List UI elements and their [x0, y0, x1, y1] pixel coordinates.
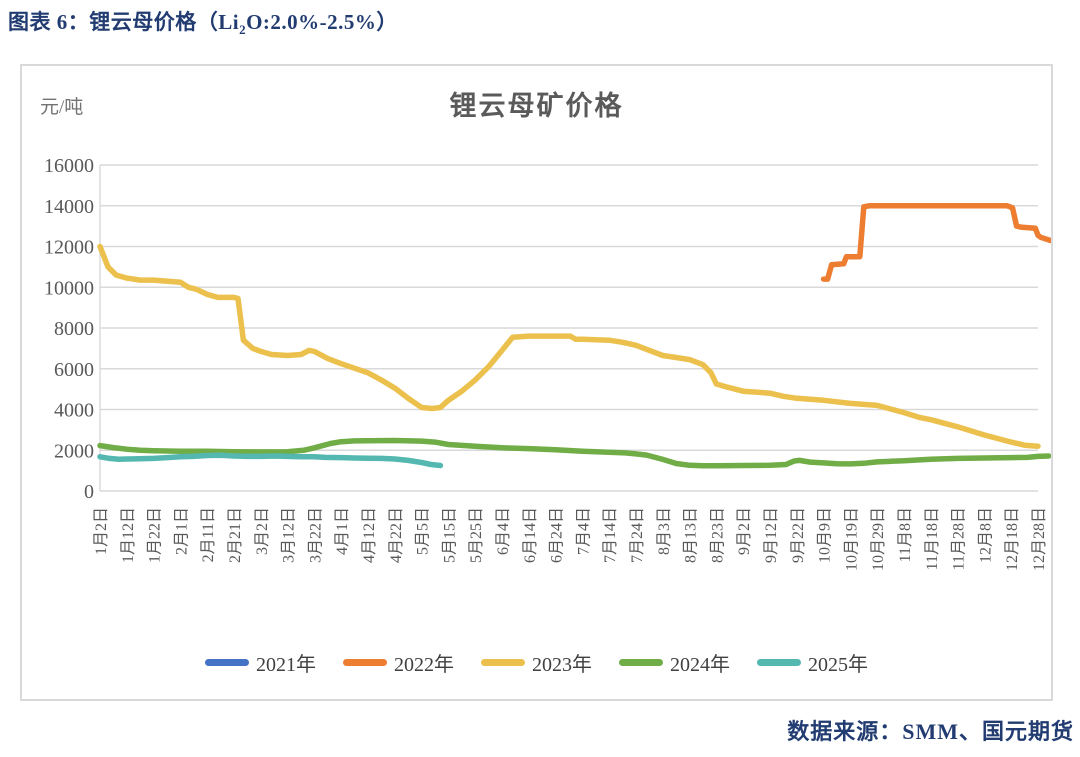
y-tick-label: 2000: [54, 440, 94, 462]
series-line-2023年: [97, 243, 1041, 449]
legend-item-2023年: 2023年: [481, 648, 592, 677]
legend-label: 2025年: [808, 654, 868, 676]
x-tick-label: 2月11日: [200, 507, 217, 562]
x-tick-label: 5月25日: [468, 507, 485, 563]
figure-title-prefix: 图表 6：锂云母价格（Li: [8, 10, 240, 34]
figure-title-suffix: O:2.0%-2.5%）: [246, 10, 398, 34]
legend-swatch: [343, 659, 387, 666]
legend-swatch: [481, 659, 525, 666]
x-tick-label: 7月14日: [602, 507, 619, 563]
legend-label: 2023年: [532, 654, 592, 676]
legend-item-2025年: 2025年: [757, 648, 868, 677]
legend-label: 2021年: [256, 654, 316, 676]
x-tick-label: 6月24日: [549, 507, 566, 563]
legend-swatch: [757, 659, 801, 666]
x-tick-label: 7月4日: [575, 507, 592, 555]
y-tick-label: 6000: [54, 359, 94, 381]
x-tick-label: 1月22日: [147, 507, 164, 563]
legend-label: 2022年: [394, 654, 454, 676]
x-tick-label: 7月24日: [629, 507, 646, 563]
chart-title: 锂云母矿价格: [449, 91, 624, 121]
legend-label: 2024年: [670, 654, 730, 676]
x-tick-label: 12月18日: [1004, 507, 1021, 571]
legend-item-2021年: 2021年: [205, 648, 316, 677]
x-tick-label: 9月12日: [763, 507, 780, 563]
y-tick-label: 8000: [54, 318, 94, 340]
x-tick-label: 4月1日: [334, 507, 351, 555]
legend-item-2024年: 2024年: [619, 648, 730, 677]
x-tick-label: 11月28日: [951, 507, 968, 570]
y-tick-label: 0: [84, 481, 94, 503]
x-tick-label: 5月5日: [415, 507, 432, 555]
x-tick-label: 10月9日: [817, 507, 834, 563]
y-tick-label: 12000: [44, 237, 94, 259]
legend-swatch: [619, 659, 663, 666]
x-tick-label: 8月23日: [709, 507, 726, 563]
y-tick-label: 16000: [44, 155, 94, 177]
x-tick-label: 4月12日: [361, 507, 378, 563]
y-tick-label: 4000: [54, 400, 94, 422]
chart-legend: 2021年 2022年 2023年 2024年 2025年: [22, 648, 1051, 677]
x-tick-label: 3月2日: [254, 507, 271, 555]
x-tick-label: 9月2日: [736, 507, 753, 555]
x-tick-label: 6月14日: [522, 507, 539, 563]
y-axis-unit-label: 元/吨: [40, 97, 84, 118]
x-tick-label: 12月8日: [977, 507, 994, 563]
x-tick-label: 10月29日: [870, 507, 887, 571]
price-line-chart: 0 2000 4000 6000 8000 10000 12000 14000 16000 1月2…: [44, 155, 1051, 571]
data-source-note: 数据来源：SMM、国元期货: [787, 719, 1074, 744]
series-line-2024年: [97, 437, 1051, 469]
x-tick-label: 2月1日: [173, 507, 190, 555]
legend-swatch: [205, 659, 249, 666]
series-line-2022年: [820, 203, 1051, 282]
x-tick-label: 1月12日: [120, 507, 137, 563]
legend-item-2022年: 2022年: [343, 648, 454, 677]
y-tick-label: 14000: [44, 196, 94, 218]
x-tick-label: 11月18日: [924, 507, 941, 570]
x-tick-label: 12月28日: [1031, 507, 1048, 571]
series-line-2025年: [97, 452, 444, 469]
x-tick-label: 8月3日: [656, 507, 673, 555]
x-tick-label: 3月12日: [281, 507, 298, 563]
x-tick-label: 8月13日: [683, 507, 700, 563]
x-tick-label: 5月15日: [441, 507, 458, 563]
x-tick-label: 9月22日: [790, 507, 807, 563]
x-tick-label: 2月21日: [227, 507, 244, 563]
y-tick-label: 10000: [44, 277, 94, 299]
x-tick-label: 3月22日: [307, 507, 324, 563]
x-tick-label: 1月2日: [93, 507, 110, 555]
chart-panel: 元/吨 锂云母矿价格 0 2000 4000 6000 8000 10000 12000 14…: [20, 64, 1053, 701]
figure-title: 图表 6：锂云母价格（Li2O:2.0%-2.5%）: [8, 6, 398, 38]
x-tick-label: 11月8日: [897, 507, 914, 562]
x-tick-label: 4月22日: [388, 507, 405, 563]
x-tick-label: 6月4日: [495, 507, 512, 555]
x-tick-label: 10月19日: [843, 507, 860, 571]
figure-title-subscript: 2: [239, 22, 247, 38]
